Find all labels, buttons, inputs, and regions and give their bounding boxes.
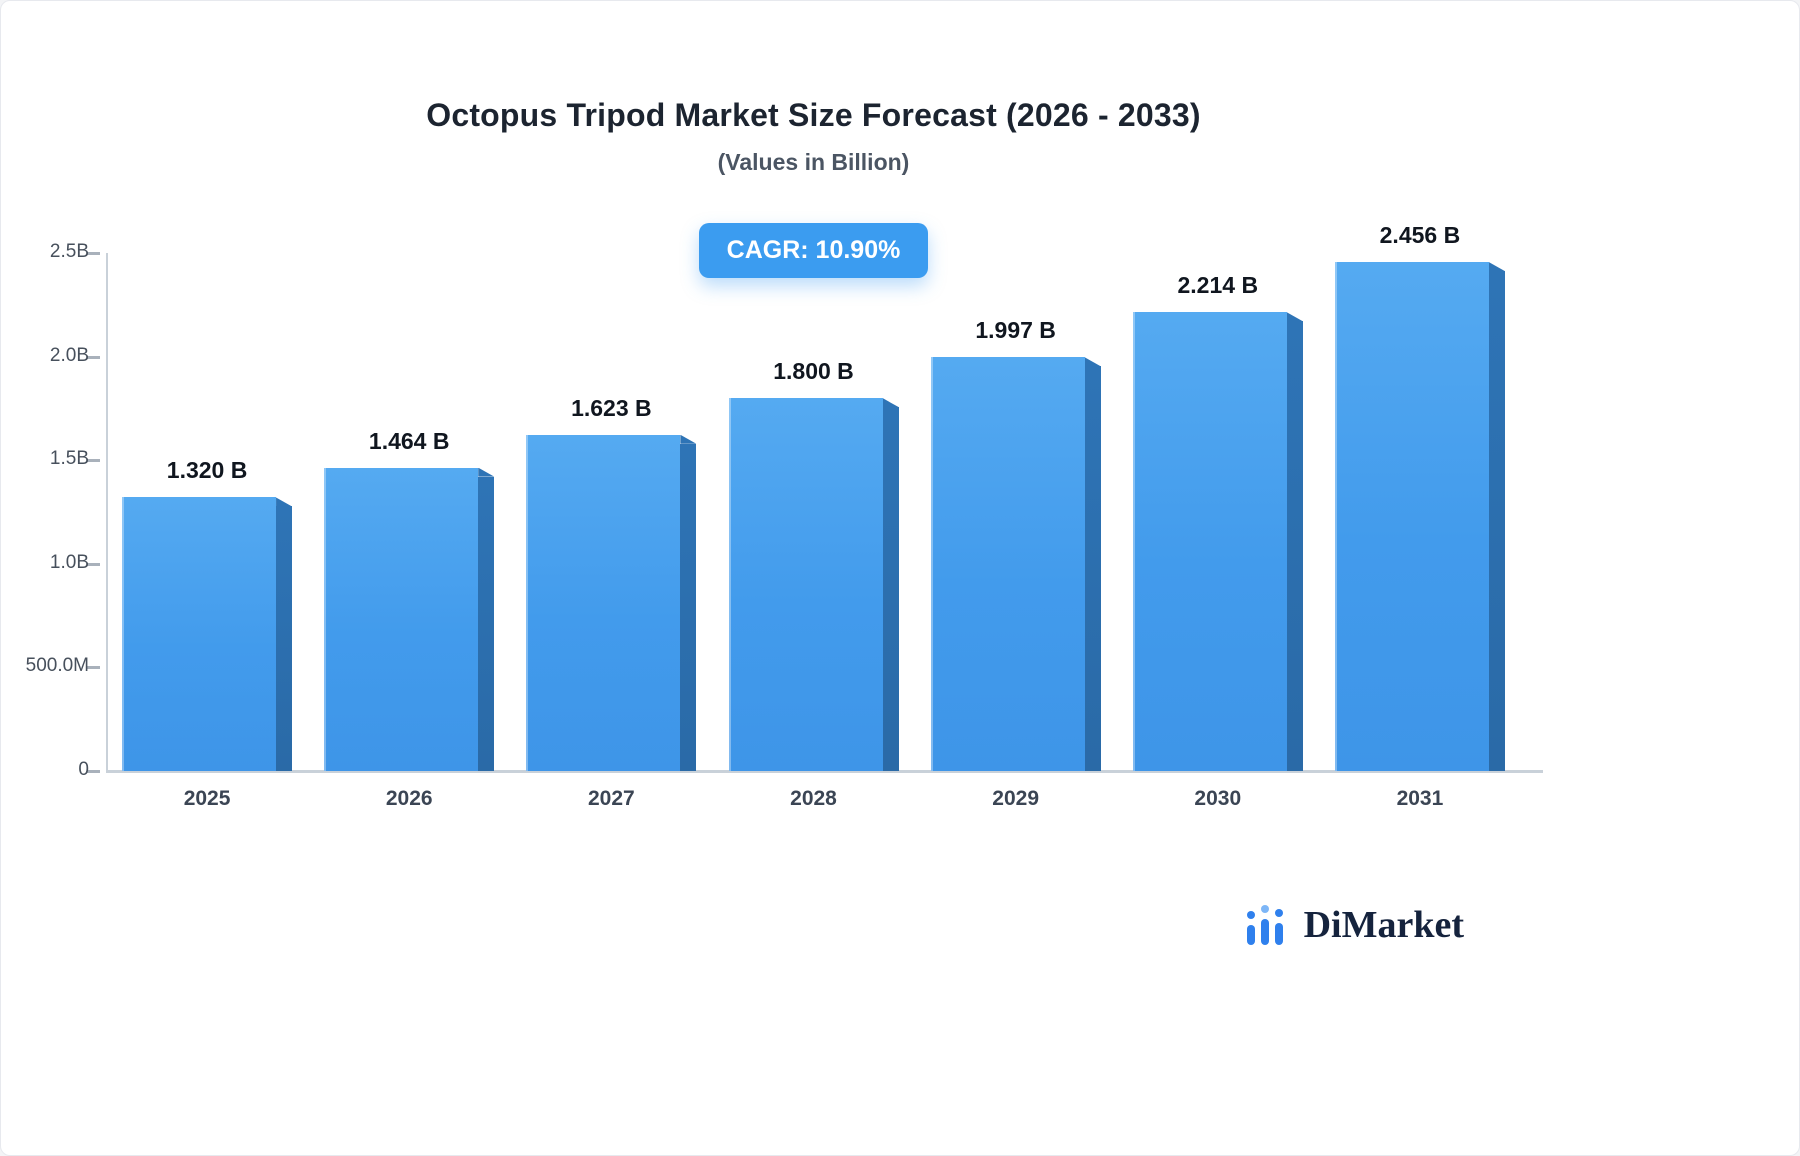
- bar-3d-bevel: [1084, 357, 1101, 367]
- bar-3d-bevel: [882, 398, 899, 408]
- bar-3d-bevel: [276, 497, 293, 507]
- bar-value-label: 1.623 B: [571, 394, 652, 421]
- bar: [728, 398, 883, 771]
- bar-3d-side: [882, 407, 899, 771]
- x-axis-label: 2026: [385, 787, 433, 810]
- y-axis-line: [106, 253, 108, 771]
- cagr-badge-wrap: CAGR: 10.90%: [106, 223, 1521, 278]
- logo-bars-icon: [1246, 905, 1283, 945]
- bar: [930, 357, 1085, 771]
- cagr-badge: CAGR: 10.90%: [698, 223, 929, 278]
- x-axis-label: 2028: [790, 787, 837, 810]
- bar-3d-side: [1286, 321, 1303, 771]
- bar: [122, 497, 277, 771]
- bar-value-label: 1.464 B: [368, 427, 450, 454]
- y-axis-label: 1.5B: [49, 448, 89, 470]
- bar-value-label: 1.320 B: [166, 457, 248, 484]
- bar: [1334, 262, 1489, 771]
- y-axis-label: 2.0B: [49, 344, 89, 366]
- y-tick-mark: [87, 459, 100, 463]
- x-axis-label: 2027: [587, 787, 635, 810]
- x-axis-label: 2031: [1396, 787, 1444, 810]
- bar-3d-side: [680, 443, 697, 771]
- y-axis-label: 2.5B: [49, 241, 89, 262]
- chart-subtitle: (Values in Billion): [717, 149, 910, 175]
- bar-3d-side: [1488, 271, 1505, 771]
- bar: [1132, 312, 1287, 771]
- y-axis-label: 0: [78, 759, 89, 780]
- bar-value-label: 1.800 B: [773, 358, 854, 385]
- y-axis-label: 500.0M: [25, 655, 89, 677]
- x-axis-baseline: [106, 770, 1543, 773]
- bar-3d-bevel: [478, 467, 495, 477]
- bar-3d-side: [276, 506, 293, 771]
- x-axis-label: 2025: [183, 787, 231, 810]
- y-axis-label: 1.0B: [49, 551, 89, 573]
- bar-3d-bevel: [1286, 312, 1303, 322]
- x-axis-label: 2030: [1194, 787, 1242, 810]
- bar-value-label: 2.214 B: [1177, 272, 1259, 299]
- y-tick-mark: [87, 666, 100, 670]
- bar: [324, 467, 479, 771]
- logo: DiMarket: [1244, 903, 1464, 947]
- y-tick-mark: [87, 252, 100, 255]
- bar-3d-side: [478, 476, 495, 771]
- bar-value-label: 2.456 B: [1379, 222, 1461, 249]
- y-tick-mark: [87, 355, 100, 359]
- y-tick-mark: [87, 770, 100, 773]
- logo-text: DiMarket: [1303, 904, 1464, 946]
- chart-title: Octopus Tripod Market Size Forecast (202…: [426, 97, 1201, 133]
- x-axis-label: 2029: [992, 787, 1039, 810]
- bar-3d-side: [1084, 366, 1101, 771]
- bar-3d-bevel: [1488, 262, 1505, 272]
- bar-3d-bevel: [680, 434, 697, 444]
- bar-value-label: 1.997 B: [975, 317, 1056, 344]
- y-tick-mark: [87, 562, 100, 566]
- bar: [526, 434, 681, 771]
